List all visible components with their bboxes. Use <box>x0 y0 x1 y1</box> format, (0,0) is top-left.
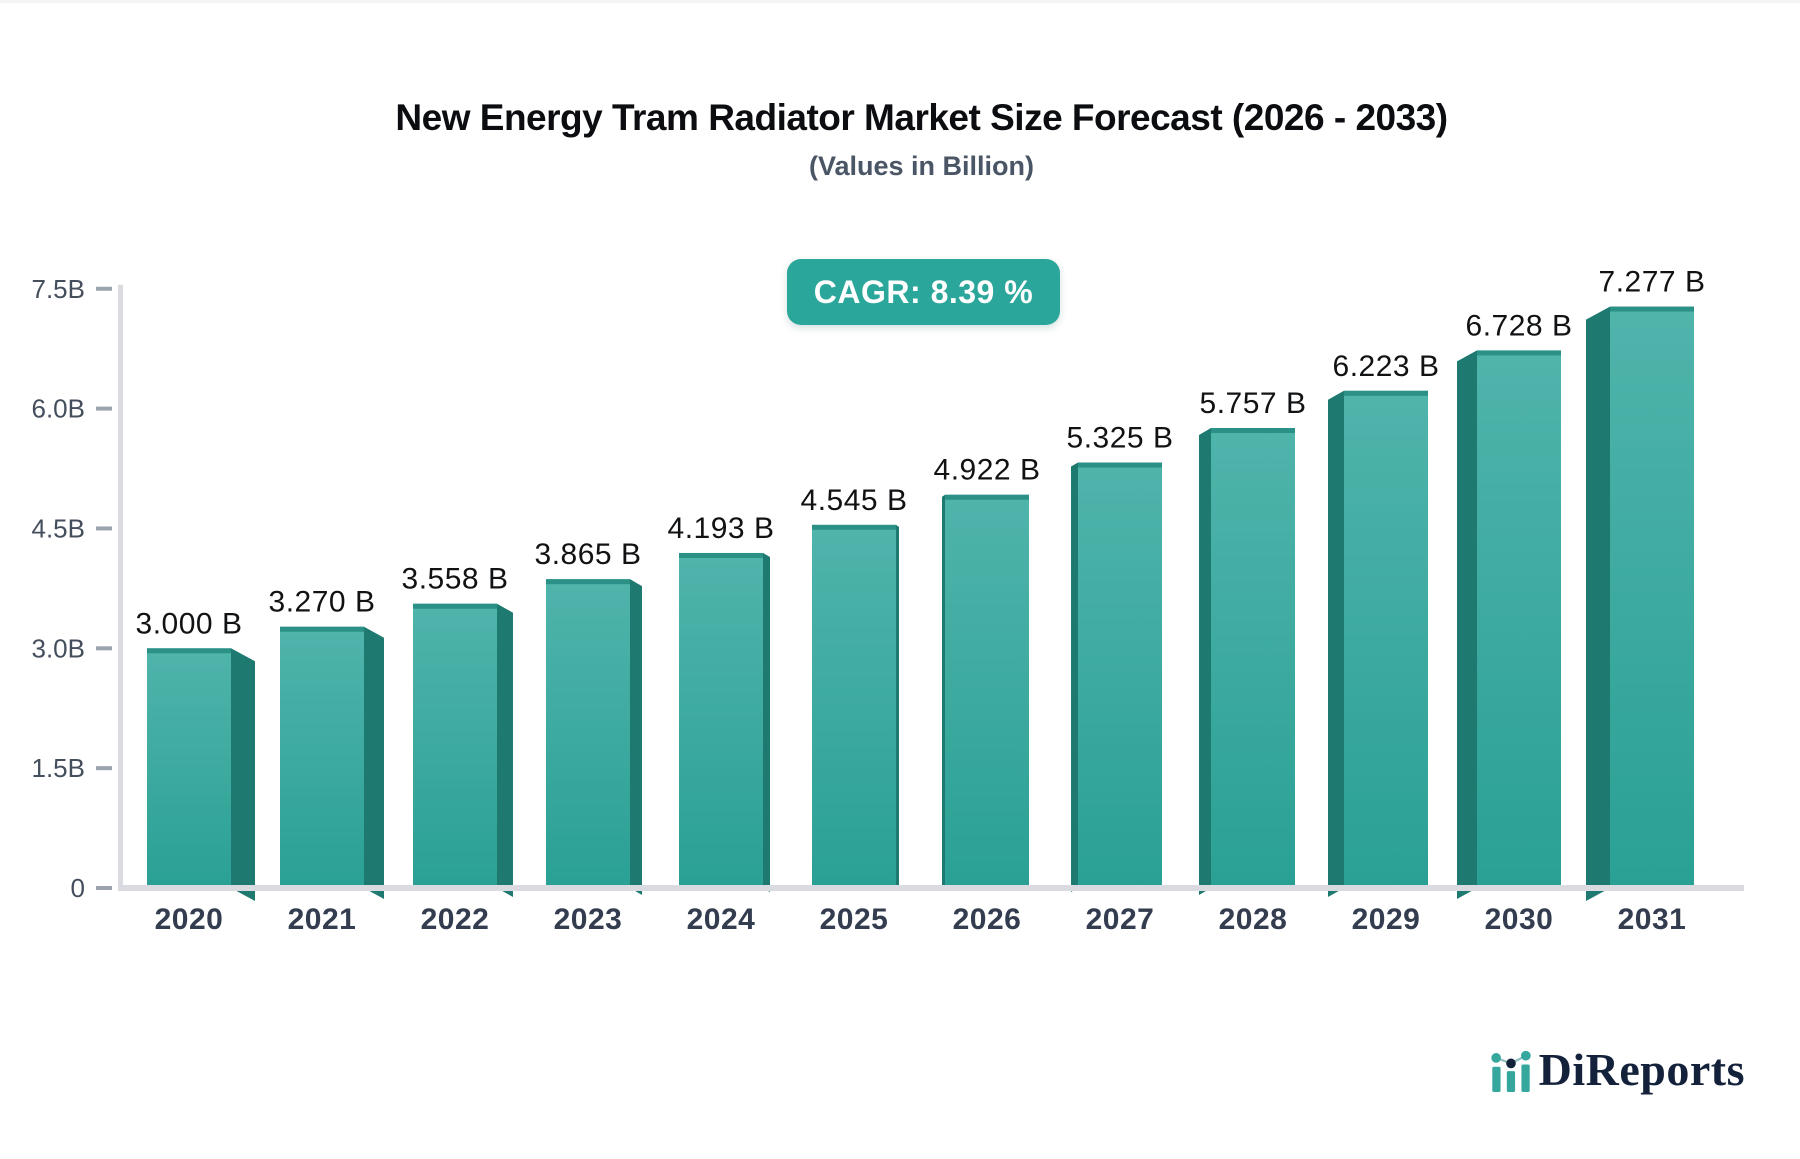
y-tick-label: 0 <box>71 873 85 903</box>
x-axis-label-2031: 2031 <box>1618 903 1687 936</box>
x-axis-label-2021: 2021 <box>288 903 357 936</box>
page-title: New Energy Tram Radiator Market Size For… <box>395 97 1448 138</box>
bar-2022: 3.558 B <box>402 563 513 897</box>
mini-bar-chart-icon <box>1490 1050 1531 1092</box>
bar-top-edge <box>1610 306 1694 312</box>
x-axis-label-2026: 2026 <box>953 903 1022 936</box>
x-axis-label-2024: 2024 <box>687 903 756 936</box>
x-axis-label-2029: 2029 <box>1352 903 1421 936</box>
bar-side-face <box>630 579 642 895</box>
y-tick-dash <box>96 526 112 531</box>
bar-side-face <box>231 648 255 901</box>
bar-value-label: 4.193 B <box>668 512 775 545</box>
bar-2029: 6.223 B <box>1328 350 1439 897</box>
bar-front-face <box>1610 306 1694 888</box>
y-tick-dash <box>96 286 112 291</box>
bar-2027: 5.325 B <box>1067 422 1174 892</box>
bar-2020: 3.000 B <box>136 607 255 901</box>
bar-side-face <box>896 524 899 890</box>
bar-front-face <box>413 603 497 888</box>
bar-value-label: 4.545 B <box>801 484 908 517</box>
y-tick-label: 7.5B <box>32 274 86 304</box>
bar-2021: 3.270 B <box>269 586 384 899</box>
bar-value-label: 3.865 B <box>535 538 642 571</box>
bar-top-edge <box>812 524 896 530</box>
bar-top-edge <box>147 648 231 654</box>
bar-side-face <box>1328 390 1344 897</box>
y-tick-dash <box>96 646 112 651</box>
bar-2024: 4.193 B <box>668 512 775 892</box>
x-axis-label-2022: 2022 <box>421 903 490 936</box>
bar-2031: 7.277 B <box>1586 266 1705 901</box>
bar-front-face <box>1344 390 1428 888</box>
bar-front-face <box>280 626 364 888</box>
y-tick-dash <box>96 406 112 411</box>
y-tick-dash <box>96 766 112 771</box>
y-tick-label: 1.5B <box>32 753 86 783</box>
bar-2023: 3.865 B <box>535 538 642 895</box>
bar-side-face <box>1586 306 1610 901</box>
bar-top-edge <box>1344 390 1428 396</box>
bar-2026: 4.922 B <box>934 454 1041 890</box>
bar-2028: 5.757 B <box>1199 387 1306 895</box>
cagr-badge: CAGR: 8.39 % <box>787 259 1060 325</box>
x-axis-label-2027: 2027 <box>1086 903 1155 936</box>
bar-front-face <box>812 524 896 888</box>
bar-value-label: 7.277 B <box>1599 266 1706 299</box>
bar-side-face <box>1457 350 1477 899</box>
brand-name: DiReports <box>1538 1044 1745 1095</box>
bar-value-label: 6.223 B <box>1333 350 1440 383</box>
bar-value-label: 3.000 B <box>136 607 243 640</box>
bar-top-edge <box>280 626 364 632</box>
y-axis-line <box>118 284 123 891</box>
bar-front-face <box>1078 462 1162 888</box>
bar-front-face <box>546 579 630 888</box>
bar-side-face <box>364 626 384 899</box>
bar-2025: 4.545 B <box>801 484 908 890</box>
cagr-value: CAGR: 8.39 % <box>813 273 1034 310</box>
bar-value-label: 3.558 B <box>402 563 509 596</box>
bar-value-label: 5.757 B <box>1200 387 1307 420</box>
bar-side-face <box>942 494 945 890</box>
bar-value-label: 3.270 B <box>269 586 376 619</box>
y-tick-label: 3.0B <box>32 633 86 663</box>
x-axis-label-2030: 2030 <box>1485 903 1554 936</box>
bar-2030: 6.728 B <box>1457 309 1572 899</box>
bar-side-face <box>497 603 513 897</box>
x-axis-label-2025: 2025 <box>820 903 889 936</box>
bar-front-face <box>679 552 763 888</box>
bar-value-label: 4.922 B <box>934 454 1041 487</box>
bar-front-face <box>1477 350 1561 888</box>
bar-side-face <box>1199 428 1211 895</box>
bar-top-edge <box>1477 350 1561 356</box>
bar-value-label: 6.728 B <box>1466 309 1573 342</box>
bar-chart: 7.5B 6.0B 4.5B 3.0B 1.5B 0 3.000 B 3.270 B 3.558… <box>32 266 1744 936</box>
y-tick-label: 4.5B <box>32 513 86 543</box>
bar-top-edge <box>945 494 1029 500</box>
brand-logo: DiReports <box>1490 1043 1745 1096</box>
bar-front-face <box>147 648 231 888</box>
y-tick-dash <box>96 886 112 890</box>
page-subtitle: (Values in Billion) <box>808 151 1035 181</box>
bar-top-edge <box>1211 428 1295 434</box>
x-axis-line <box>118 885 1744 891</box>
bar-top-edge <box>679 552 763 558</box>
bar-front-face <box>945 494 1029 888</box>
bar-top-edge <box>413 603 497 609</box>
y-tick-label: 6.0B <box>32 394 86 424</box>
bar-value-label: 5.325 B <box>1067 422 1174 455</box>
bar-top-edge <box>546 579 630 585</box>
x-axis-label-2028: 2028 <box>1219 903 1288 936</box>
bar-side-face <box>1071 462 1078 892</box>
bar-front-face <box>1211 428 1295 888</box>
x-axis-label-2020: 2020 <box>155 903 224 936</box>
x-axis-label-2023: 2023 <box>554 903 623 936</box>
bar-side-face <box>763 552 770 892</box>
bar-top-edge <box>1078 462 1162 468</box>
